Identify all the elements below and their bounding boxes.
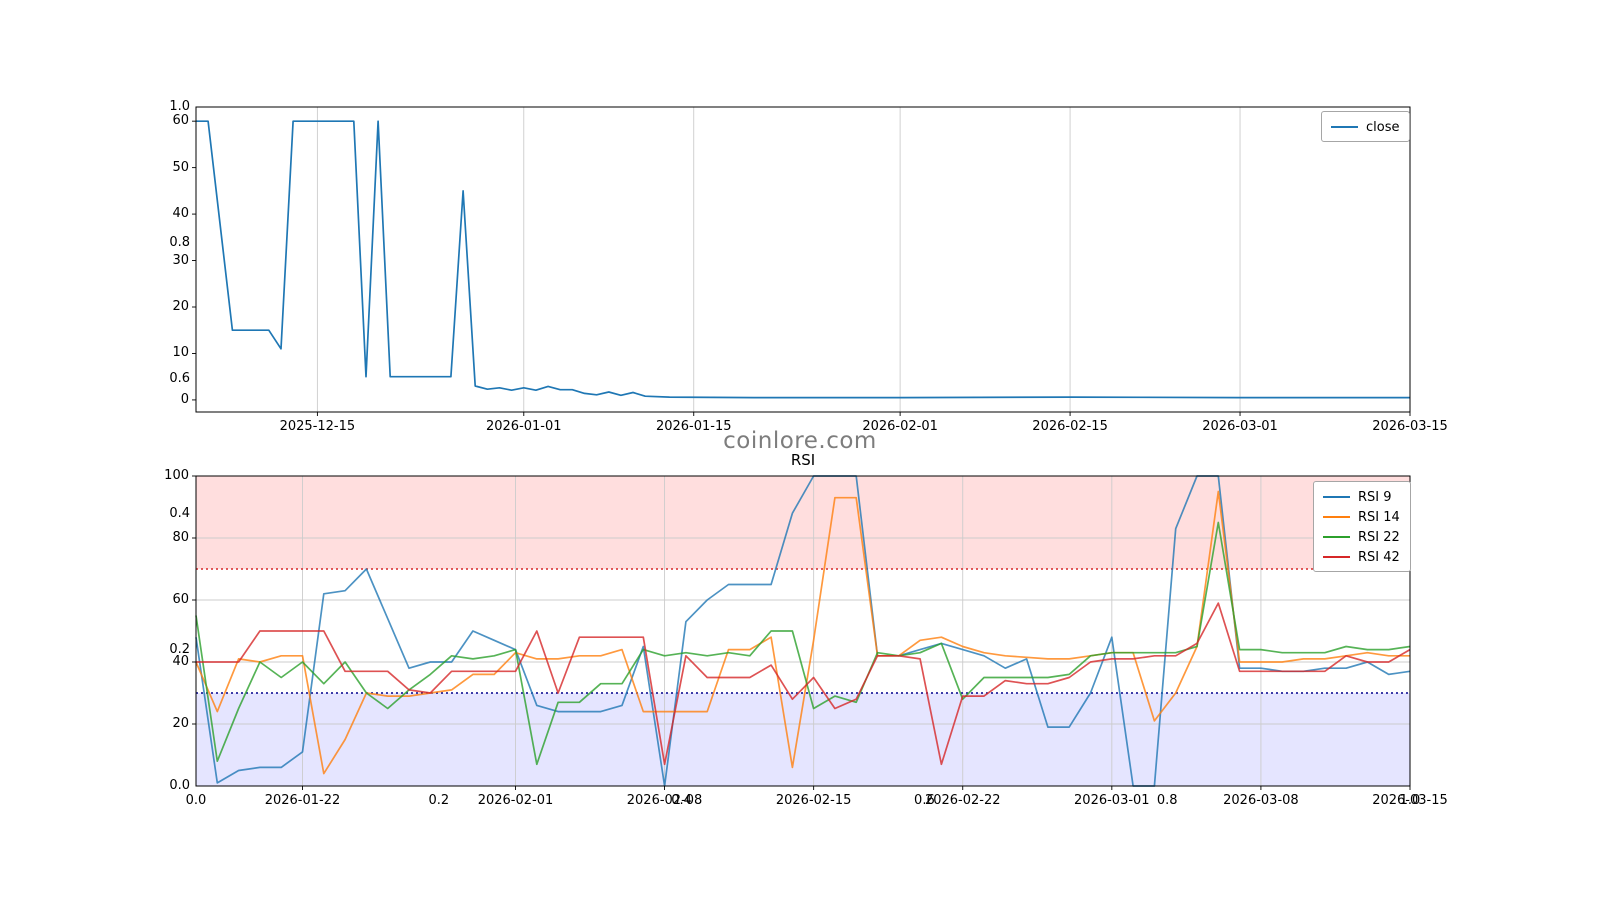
legend-item-rsi-42: RSI 42 bbox=[1323, 547, 1400, 567]
x-tick-label: 2026-03-08 bbox=[1223, 793, 1299, 808]
y-tick-label: 20 bbox=[172, 299, 189, 314]
y-tick-label: 100 bbox=[164, 468, 189, 483]
x-tick-label: 2025-12-15 bbox=[279, 419, 356, 434]
figure-x-tick-label: 0.2 bbox=[428, 793, 450, 808]
legend-item-rsi-22: RSI 22 bbox=[1323, 527, 1400, 547]
legend-label: RSI 22 bbox=[1358, 529, 1400, 545]
legend-line-swatch bbox=[1323, 556, 1350, 558]
y-tick-label: 20 bbox=[172, 716, 189, 731]
plot-border bbox=[195, 106, 1411, 413]
x-tick-label: 2026-03-15 bbox=[1372, 793, 1448, 808]
figure-x-tick-label: 0.0 bbox=[185, 793, 207, 808]
legend-line-swatch bbox=[1323, 496, 1350, 498]
y-tick-label: 60 bbox=[172, 113, 189, 129]
x-tick-label: 2026-02-15 bbox=[775, 793, 852, 808]
series-line-rsi-22 bbox=[195, 521, 1411, 766]
y-tick-label: 30 bbox=[172, 252, 189, 268]
chart-area-close bbox=[192, 106, 1411, 416]
legend-item-close: close bbox=[1331, 117, 1399, 137]
x-tick-label: 2026-02-15 bbox=[1032, 419, 1108, 434]
figure-x-tick-label: 0.4 bbox=[671, 793, 692, 808]
close-legend: close bbox=[1321, 111, 1411, 142]
y-tick-label: 0 bbox=[180, 391, 189, 407]
y-tick-label: 50 bbox=[172, 159, 189, 175]
figure-y-tick-label: 0.8 bbox=[169, 234, 190, 250]
figure-y-tick-label: 1.0 bbox=[169, 99, 190, 114]
overbought-band bbox=[196, 476, 1410, 569]
watermark-text: coinlore.com bbox=[723, 428, 877, 454]
figure-y-tick-label: 0.2 bbox=[169, 642, 190, 658]
plot-border bbox=[195, 475, 1411, 787]
figure-x-tick-label: 0.6 bbox=[914, 793, 935, 808]
y-tick-label: 60 bbox=[172, 592, 189, 607]
legend-label: RSI 9 bbox=[1358, 489, 1392, 505]
legend-line-swatch bbox=[1331, 126, 1358, 128]
x-tick-label: 2026-03-01 bbox=[1202, 419, 1278, 434]
legend-line-swatch bbox=[1323, 536, 1350, 538]
legend-item-rsi-14: RSI 14 bbox=[1323, 507, 1400, 527]
series-line-rsi-42 bbox=[196, 602, 1411, 766]
figure-x-tick-label: 1.0 bbox=[1399, 793, 1421, 808]
x-tick-label: 2026-02-01 bbox=[477, 793, 554, 808]
figure-y-tick-label: 0.4 bbox=[169, 506, 190, 522]
x-tick-label: 2026-01-01 bbox=[485, 419, 562, 434]
rsi-chart-title: RSI bbox=[790, 451, 816, 469]
y-tick-label: 40 bbox=[172, 654, 189, 669]
y-tick-label: 40 bbox=[172, 206, 189, 222]
legend-item-rsi-9: RSI 9 bbox=[1323, 487, 1400, 507]
legend-line-swatch bbox=[1323, 516, 1350, 518]
figure-y-tick-label: 0.6 bbox=[169, 370, 190, 386]
y-tick-label: 10 bbox=[172, 345, 189, 361]
x-tick-label: 2026-03-15 bbox=[1372, 419, 1448, 434]
x-tick-label: 2026-03-01 bbox=[1074, 793, 1150, 808]
figure-y-tick-label: 0.0 bbox=[169, 778, 190, 793]
rsi-legend: RSI 9 RSI 14 RSI 22 RSI 42 bbox=[1313, 481, 1411, 572]
x-tick-label: 2026-01-15 bbox=[655, 419, 732, 434]
x-tick-label: 2026-02-22 bbox=[924, 793, 1001, 808]
chart-area-rsi bbox=[192, 475, 1411, 790]
legend-label: RSI 14 bbox=[1358, 509, 1400, 525]
x-tick-label: 2026-02-08 bbox=[626, 793, 703, 808]
series-line-close bbox=[196, 120, 1410, 399]
figure-x-tick-label: 0.8 bbox=[1156, 793, 1178, 808]
legend-label: close bbox=[1366, 119, 1400, 135]
series-line-rsi-14 bbox=[195, 490, 1410, 775]
x-tick-label: 2026-01-22 bbox=[264, 793, 341, 808]
y-tick-label: 80 bbox=[172, 530, 189, 545]
legend-label: RSI 42 bbox=[1358, 549, 1400, 565]
x-tick-label: 2026-02-01 bbox=[862, 419, 938, 434]
